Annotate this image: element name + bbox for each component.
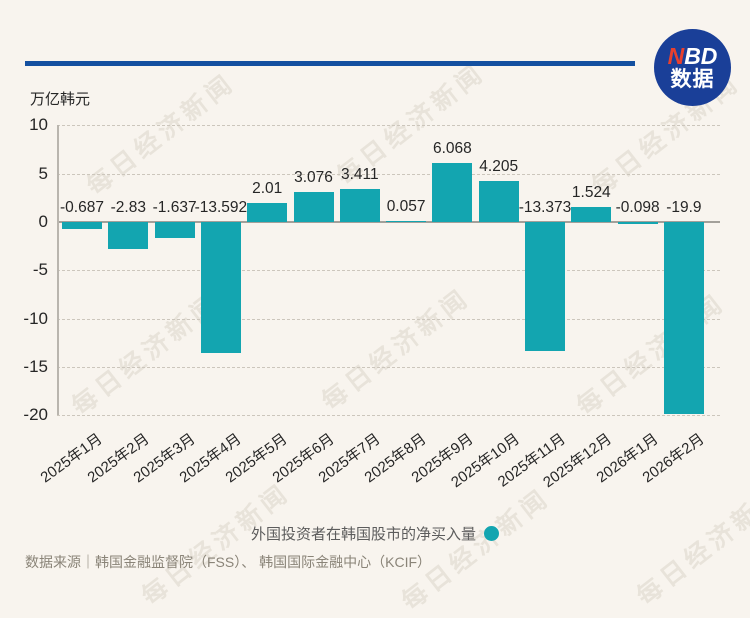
nbd-logo-letter-n: N <box>667 43 685 70</box>
infographic-canvas: 每日经济新闻 每日经济新闻 每日经济新闻 每日经济新闻 每日经济新闻 每日经济新闻 每日经济… <box>0 29 750 616</box>
y-gridline <box>57 125 720 127</box>
zero-baseline <box>57 221 720 223</box>
bar-2025年2月 <box>108 222 149 250</box>
watermark-text: 每日经济新闻 <box>81 68 241 202</box>
bar-value-label: -1.637 <box>152 199 197 216</box>
bar-value-label: -13.373 <box>518 199 572 216</box>
bar-value-label: -19.9 <box>666 199 702 216</box>
watermark-text: 每日经济新闻 <box>571 288 731 422</box>
bar-value-label: 3.076 <box>294 169 333 187</box>
bar-value-label: -0.687 <box>60 199 104 216</box>
y-axis-line <box>57 125 59 416</box>
bar-2025年4月 <box>200 222 241 354</box>
bar-value-label: 4.205 <box>479 158 519 176</box>
nbd-data-logo: NBD 数据 <box>654 29 731 106</box>
bar-2025年8月 <box>386 220 427 222</box>
y-tick-label: 0 <box>38 212 48 231</box>
nbd-logo-letters-bd: BD <box>684 43 718 70</box>
bar-value-label: 6.068 <box>432 140 472 158</box>
y-axis-unit-label: 万亿韩元 <box>30 91 91 108</box>
y-tick-label: -5 <box>32 260 48 280</box>
bar-2025年3月 <box>154 222 195 238</box>
bar-2026年2月 <box>663 222 704 415</box>
bar-2025年11月 <box>525 222 565 352</box>
bar-value-label: -13.592 <box>194 199 248 216</box>
legend-marker-dot <box>484 526 499 541</box>
bar-value-label: -0.098 <box>615 199 660 216</box>
bar-2025年5月 <box>247 202 288 222</box>
legend-label: 外国投资者在韩国股市的净买入量 <box>250 526 476 543</box>
chart-legend: 外国投资者在韩国股市的净买入量 <box>0 523 750 544</box>
bar-value-label: 0.057 <box>386 197 426 215</box>
y-gridline <box>57 270 720 272</box>
bar-2025年9月 <box>432 163 473 222</box>
nbd-logo-wordmark: NBD <box>668 44 718 68</box>
y-tick-label: -20 <box>23 405 48 425</box>
bar-value-label: 2.01 <box>252 179 283 197</box>
y-gridline <box>57 367 720 368</box>
bar-2025年1月 <box>62 222 102 229</box>
y-tick-label: -10 <box>23 308 48 328</box>
y-tick-label: 10 <box>29 115 48 135</box>
nbd-logo-subtitle: 数据 <box>670 67 715 91</box>
y-gridline <box>57 318 720 320</box>
y-tick-label: 5 <box>38 163 48 183</box>
bar-value-label: 1.524 <box>571 184 611 202</box>
bar-2026年1月 <box>617 222 658 224</box>
bar-2025年6月 <box>293 192 334 222</box>
y-gridline <box>57 415 720 417</box>
data-source-note: 数据来源｜韩国金融监督院（FSS）、 韩国国际金融中心（KCIF） <box>25 554 432 570</box>
bar-2025年7月 <box>339 189 380 222</box>
watermark-text: 每日经济新闻 <box>396 483 556 617</box>
bar-2025年12月 <box>571 207 612 222</box>
bar-value-label: 3.411 <box>340 166 379 184</box>
bar-value-label: -2.83 <box>110 199 146 216</box>
y-tick-label: -15 <box>23 357 48 376</box>
bar-2025年10月 <box>478 181 519 222</box>
y-gridline <box>57 173 720 175</box>
watermark-text: 每日经济新闻 <box>316 283 476 417</box>
header-divider-line <box>25 61 635 66</box>
